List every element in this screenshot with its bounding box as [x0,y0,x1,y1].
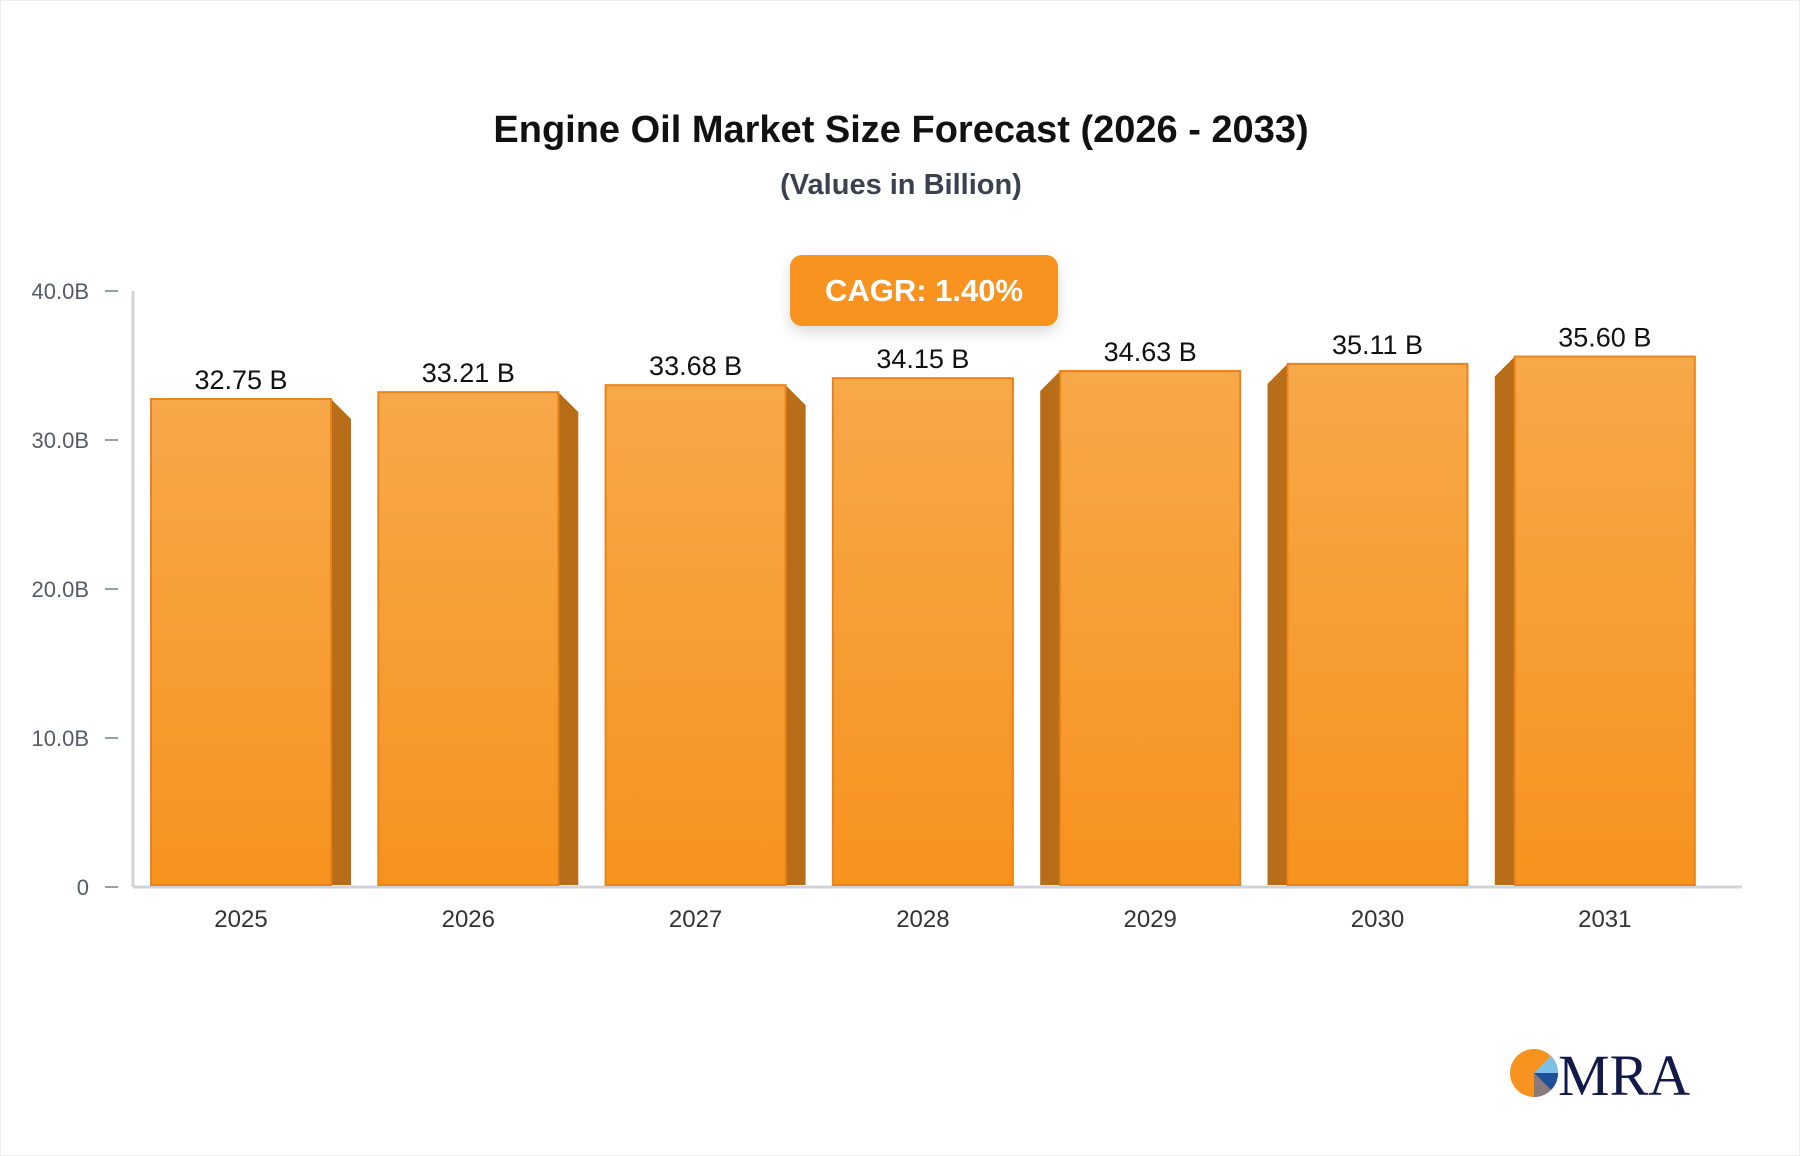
bar-value-label: 33.21 B [422,358,515,388]
bar-value-label: 34.63 B [1104,337,1197,367]
bar-value-label: 34.15 B [876,344,969,374]
bar [831,377,1014,886]
y-tick-label: 20.0B [32,577,90,602]
x-tick-label: 2025 [214,906,267,933]
y-tick-label: 30.0B [32,428,90,453]
bar-side [331,399,351,885]
bar-value-label: 33.68 B [649,351,742,381]
chart-title: Engine Oil Market Size Forecast (2026 - … [493,109,1309,151]
bar-side [785,385,806,885]
bar-side [558,392,579,885]
bar [377,391,560,886]
y-tick-label: 0 [77,875,89,900]
bar-side [1267,363,1288,886]
bar-value-label: 35.60 B [1558,323,1651,353]
bar-value-label: 35.11 B [1332,330,1423,360]
bar-side [1040,371,1061,885]
chart-subtitle: (Values in Billion) [780,169,1022,201]
x-tick-label: 2029 [1124,906,1177,933]
mra-logo: MRA [1510,1043,1690,1101]
y-tick-label: 10.0B [32,726,90,751]
bar [1513,355,1696,886]
x-tick-label: 2026 [442,906,495,933]
bar [604,384,787,886]
logo-text: MRA [1558,1043,1690,1101]
bar [1286,362,1469,886]
x-tick-label: 2027 [669,906,722,933]
x-tick-label: 2030 [1351,906,1404,933]
bar-value-label: 32.75 B [194,365,287,395]
cagr-badge: CAGR: 1.40% [790,255,1058,326]
bar [150,398,332,886]
bar [1059,370,1242,886]
x-tick-label: 2031 [1578,906,1631,933]
y-tick-label: 40.0B [32,279,90,304]
bar-side [1494,356,1515,885]
x-tick-label: 2028 [896,906,949,933]
